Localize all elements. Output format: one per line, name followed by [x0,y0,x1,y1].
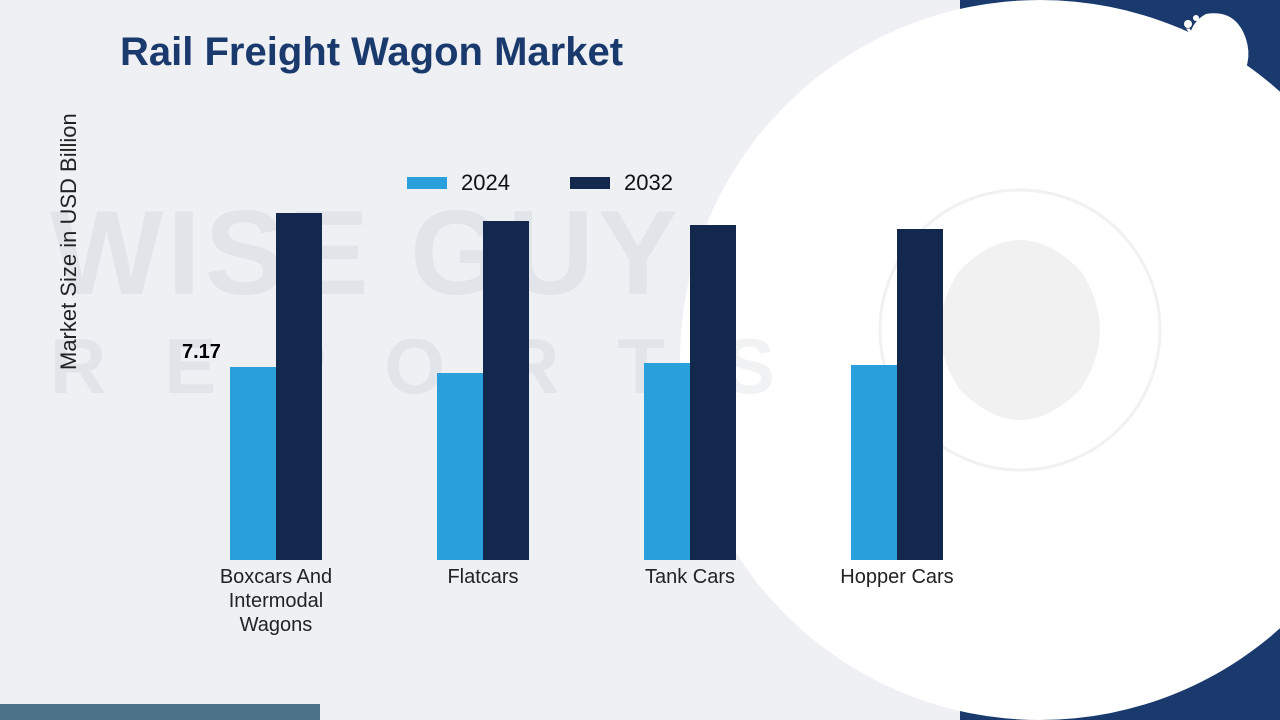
logo-head-icon [1166,4,1256,114]
plot-area [160,210,980,560]
chart-area: 2024 2032 Boxcars And Intermodal Wagons F… [100,140,980,680]
bar-2024-2 [644,363,690,560]
legend-swatch-2024 [407,177,447,189]
chart-title: Rail Freight Wagon Market [120,30,623,75]
bar-2032-0 [276,213,322,560]
x-label-2: Tank Cars [614,565,766,589]
bottom-accent-bar [0,704,320,720]
legend-item-2032: 2032 [570,170,673,196]
bar-2032-1 [483,221,529,560]
legend-swatch-2032 [570,177,610,189]
legend-label-2024: 2024 [461,170,510,196]
x-label-1: Flatcars [407,565,559,589]
y-axis-label: Market Size in USD Billion [56,113,82,370]
bar-2024-1 [437,373,483,560]
page: WISE GUY REPORTS Rail Freight Wagon Mark… [0,0,1280,720]
legend-item-2024: 2024 [407,170,510,196]
x-label-3: Hopper Cars [821,565,973,589]
bar-2024-0 [230,367,276,560]
bar-2032-2 [690,225,736,560]
legend: 2024 2032 [100,170,980,196]
x-label-0: Boxcars And Intermodal Wagons [200,565,352,637]
legend-label-2032: 2032 [624,170,673,196]
brand-logo: WISE GUY R E P O R T S [980,22,1260,75]
bar-2032-3 [897,229,943,560]
value-label: 7.17 [182,341,221,364]
bar-2024-3 [851,365,897,560]
